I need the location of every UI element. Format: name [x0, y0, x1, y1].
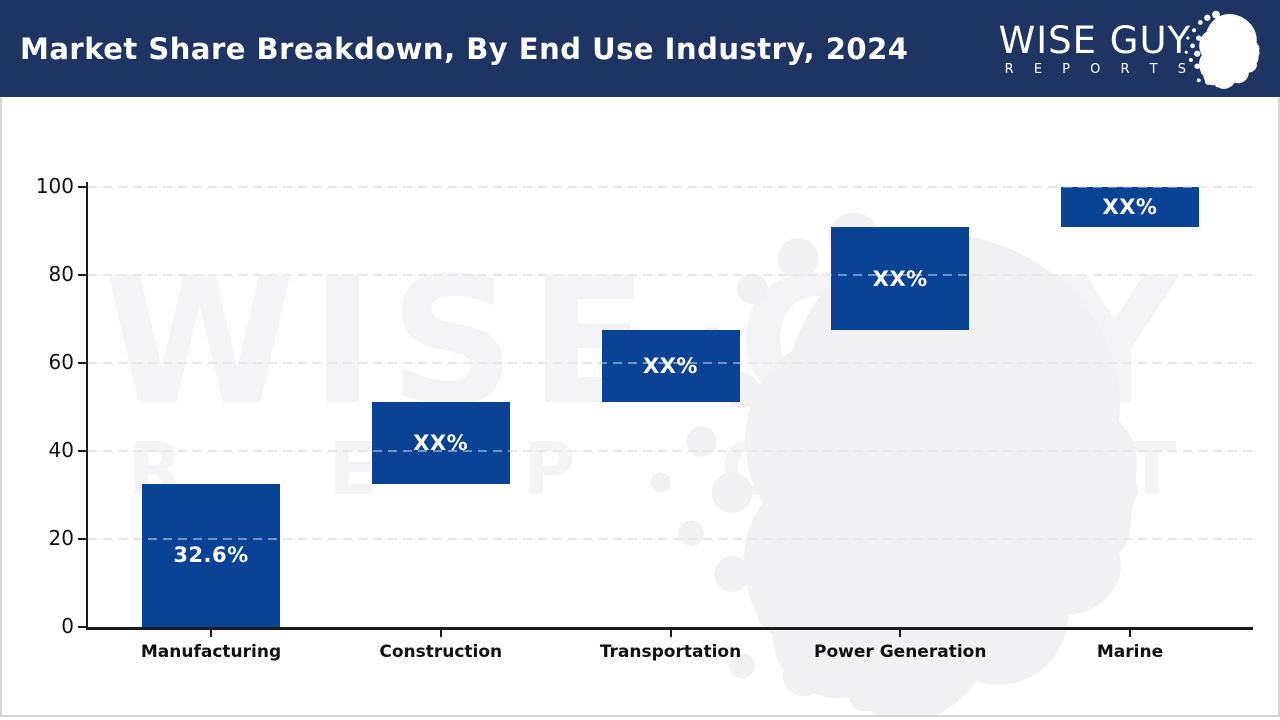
x-category-label-construction: Construction — [379, 642, 503, 662]
y-tick-label-100: 100 — [35, 174, 74, 198]
x-category-label-transportation: Transportation — [599, 642, 742, 662]
y-tick-mark-60 — [78, 362, 86, 364]
x-category-label-marine: Marine — [1096, 642, 1164, 662]
bar-value-label-manufacturing: 32.6% — [173, 543, 249, 568]
gridline-80 — [88, 274, 1253, 276]
gridline-40 — [88, 450, 1253, 452]
bar-power-generation: XX% — [831, 227, 970, 331]
x-category-label-manufacturing: Manufacturing — [140, 642, 282, 662]
gridline-20 — [88, 538, 1253, 540]
x-tick-mark-marine — [1129, 629, 1131, 637]
y-tick-label-80: 80 — [48, 262, 74, 286]
y-tick-label-0: 0 — [61, 614, 74, 638]
x-category-label-power-generation: Power Generation — [814, 642, 987, 662]
y-tick-mark-0 — [78, 626, 86, 628]
y-tick-mark-80 — [78, 274, 86, 276]
bar-value-label-transportation: XX% — [643, 354, 698, 379]
header-bar: Market Share Breakdown, By End Use Indus… — [0, 0, 1280, 97]
x-tick-mark-transportation — [669, 629, 672, 637]
bar-value-label-marine: XX% — [1102, 195, 1158, 220]
y-tick-label-40: 40 — [48, 438, 74, 462]
gridline-100 — [88, 186, 1253, 188]
logo-subtitle: R E P O R T S — [1004, 61, 1194, 77]
x-axis-line — [86, 627, 1253, 630]
x-tick-mark-manufacturing — [210, 629, 212, 637]
bar-value-label-power-generation: XX% — [872, 266, 928, 291]
bar-transportation: XX% — [601, 330, 740, 402]
y-tick-label-60: 60 — [48, 350, 74, 374]
x-tick-mark-construction — [439, 629, 442, 637]
y-tick-label-20: 20 — [48, 526, 74, 550]
logo-wordmark: WISE GUY — [998, 18, 1192, 62]
y-axis-line — [86, 182, 88, 630]
y-tick-mark-40 — [78, 450, 86, 452]
y-tick-mark-100 — [78, 186, 86, 188]
dotted-face-icon — [1184, 10, 1260, 89]
x-tick-mark-power-generation — [899, 629, 902, 637]
bar-manufacturing: 32.6% — [142, 483, 280, 627]
y-tick-mark-20 — [78, 538, 86, 540]
bar-construction: XX% — [371, 401, 510, 484]
page-title: Market Share Breakdown, By End Use Indus… — [20, 31, 909, 66]
bar-marine: XX% — [1061, 187, 1199, 228]
chart-canvas: WISE GUY R E P O R T S 02040608010032.6%… — [0, 97, 1280, 720]
wise-guy-reports-logo: WISE GUY R E P O R T S — [999, 5, 1266, 93]
logo-text: WISE GUY R E P O R T S — [999, 22, 1194, 76]
bar-value-label-construction: XX% — [413, 430, 469, 455]
